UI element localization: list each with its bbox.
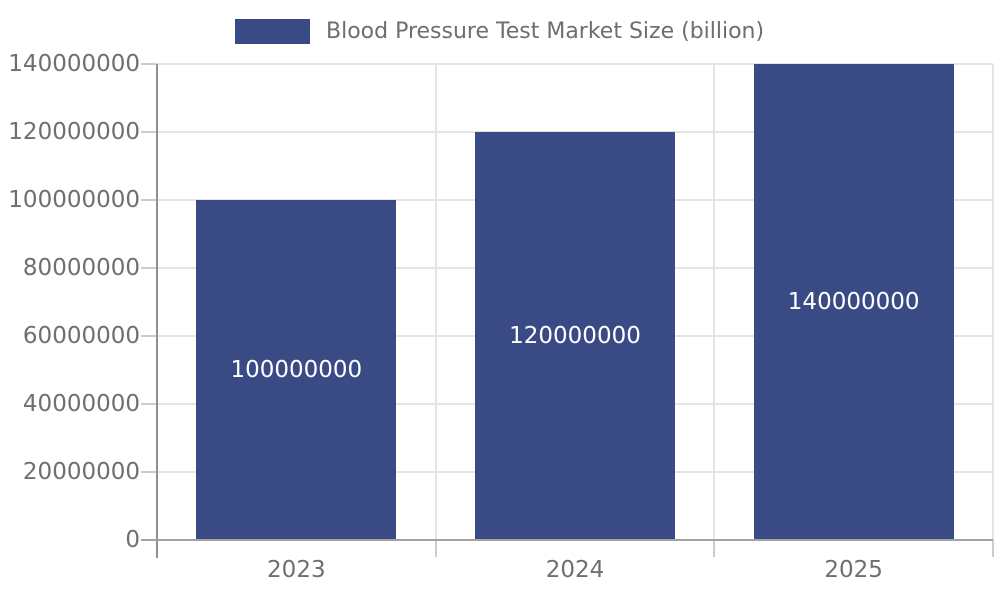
y-tick-label: 100000000 (8, 187, 140, 213)
y-gridline (157, 63, 993, 65)
x-tick-label: 2024 (545, 557, 605, 583)
x-tick (713, 540, 716, 557)
y-tick-label: 0 (125, 527, 140, 553)
bar-2024: 120000000 (475, 132, 675, 540)
bar-value-label: 140000000 (787, 289, 920, 315)
y-tick (141, 471, 157, 473)
x-tick (434, 540, 437, 557)
x-tick-label: 2023 (267, 557, 326, 583)
y-tick-label: 20000000 (22, 459, 140, 485)
y-tick-label: 80000000 (22, 255, 140, 281)
y-tick (141, 199, 157, 201)
legend: Blood Pressure Test Market Size (billion… (235, 14, 764, 48)
x-gridline (992, 64, 994, 540)
y-tick-label: 60000000 (22, 323, 140, 349)
y-tick-label: 40000000 (22, 391, 140, 417)
y-tick (141, 335, 157, 337)
bar-value-label: 120000000 (509, 323, 641, 349)
y-tick-label: 140000000 (8, 51, 140, 77)
y-tick-label: 120000000 (8, 119, 140, 145)
x-axis-line (141, 539, 993, 541)
bar-2023: 100000000 (196, 200, 397, 540)
x-tick (992, 540, 994, 557)
y-tick (141, 403, 157, 405)
x-tick-label: 2025 (824, 557, 883, 583)
y-axis-line (156, 64, 158, 558)
bar-2025: 140000000 (753, 64, 954, 540)
legend-swatch (235, 18, 310, 44)
x-gridline (434, 64, 437, 540)
y-tick (141, 131, 157, 133)
bar-value-label: 100000000 (230, 357, 363, 383)
y-tick (141, 63, 157, 65)
y-tick (141, 267, 157, 269)
x-gridline (713, 64, 716, 540)
legend-label: Blood Pressure Test Market Size (billion… (326, 18, 765, 44)
